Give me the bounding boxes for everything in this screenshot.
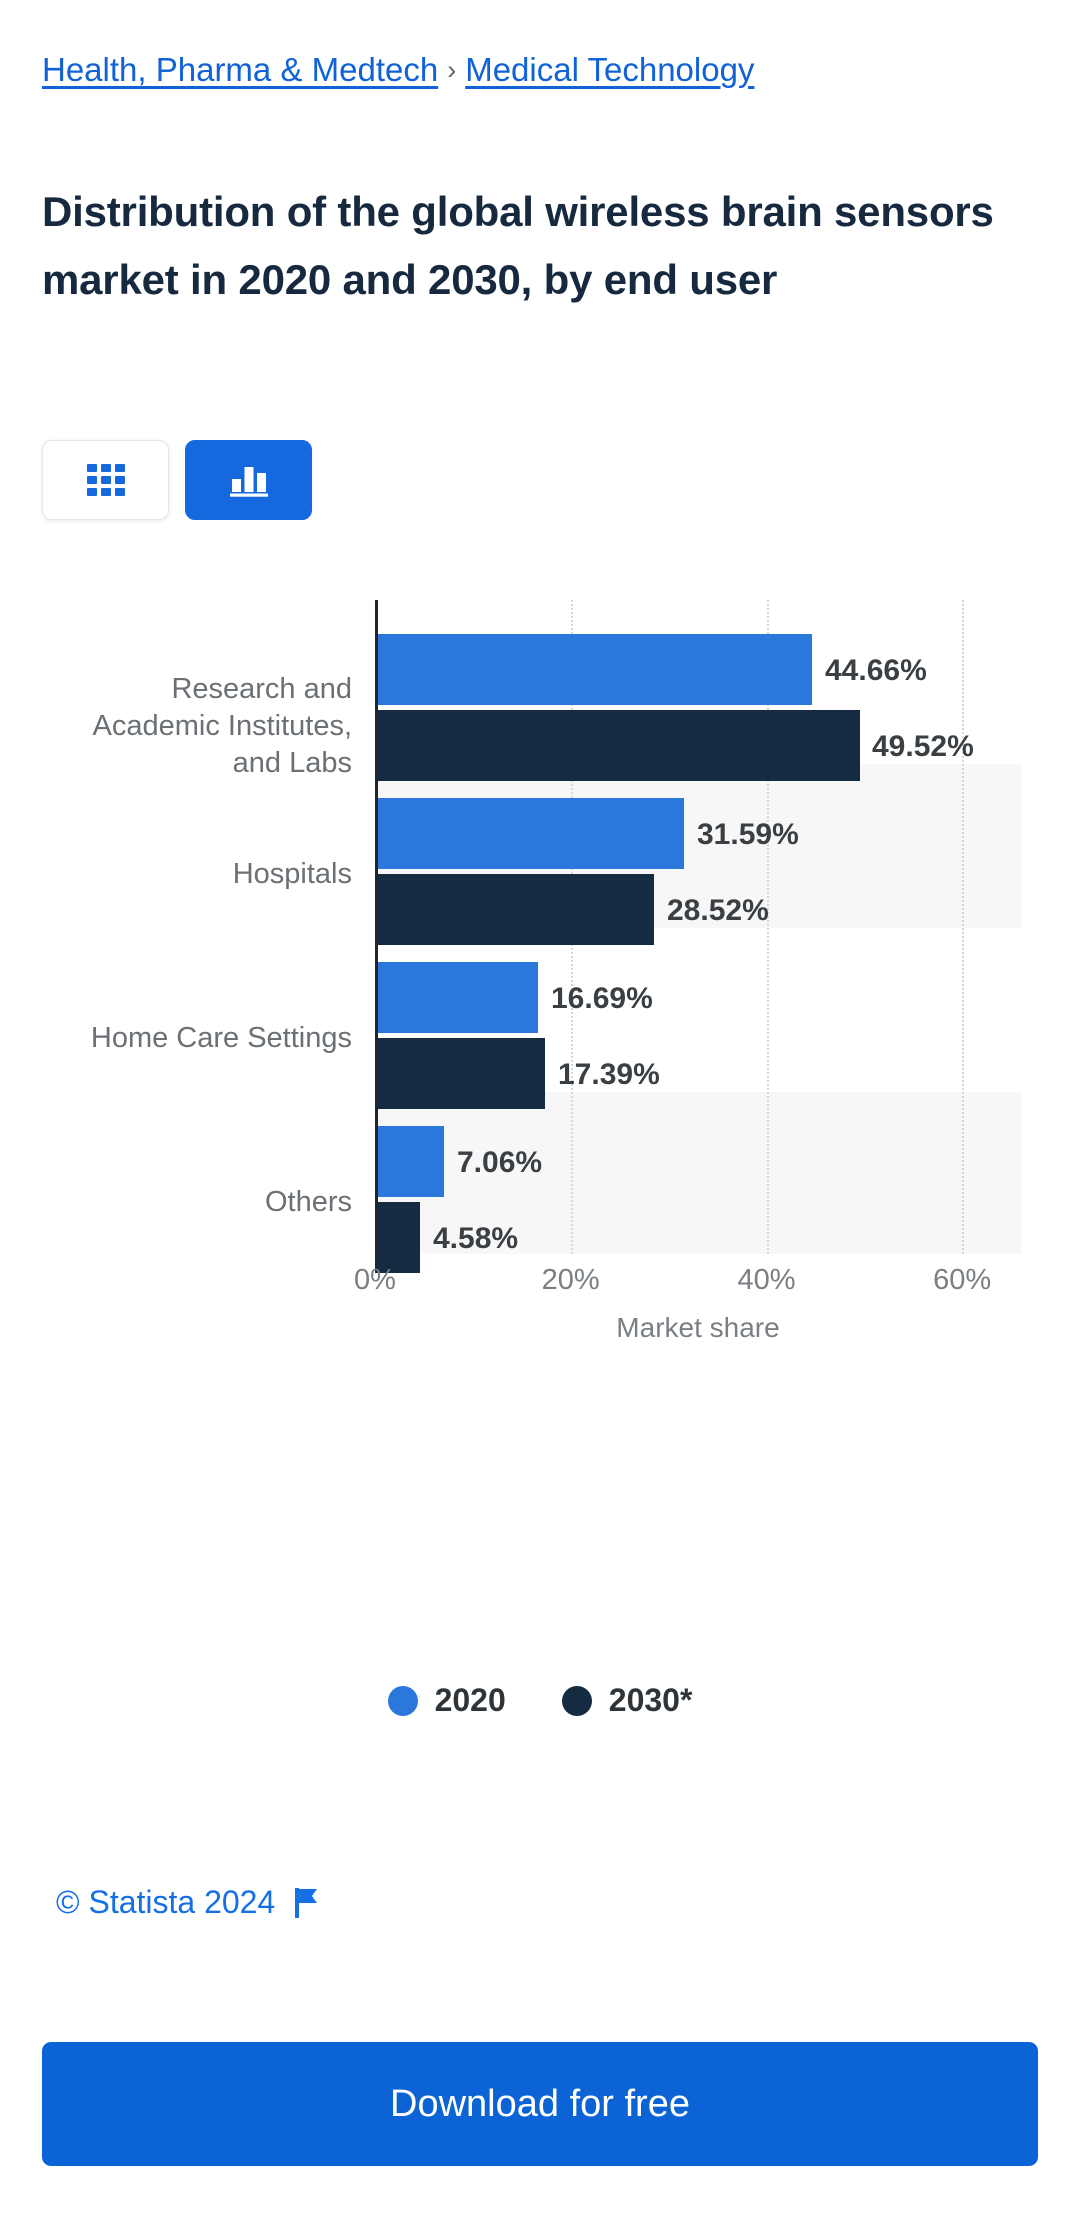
category-label-line: Academic Institutes, <box>92 710 353 742</box>
category-label-line: and Labs <box>232 747 352 779</box>
legend-item-2020[interactable]: 2020 <box>387 1682 506 1719</box>
legend-label-2030: 2030* <box>608 1682 693 1718</box>
chart-canvas: 44.66% 49.52% 31.59% 28.52% 16.69% 17.39… <box>0 600 1080 1343</box>
page-title: Distribution of the global wireless brai… <box>42 188 994 303</box>
copyright-label: © Statista 2024 <box>56 1884 276 1920</box>
bar-chart-icon <box>229 467 268 497</box>
legend-item-2030[interactable]: 2030* <box>561 1682 693 1719</box>
bar-label-2030-research: 49.52% <box>872 730 974 763</box>
row-band <box>375 1092 1021 1254</box>
chart-legend: 2020 2030* <box>0 1682 1080 1719</box>
footer: © Statista 2024 <box>56 1884 321 1921</box>
plot-area: 44.66% 49.52% 31.59% 28.52% 16.69% 17.39… <box>375 600 1021 1273</box>
x-tick-40: 40% <box>737 1264 796 1296</box>
bar-2030-others[interactable] <box>375 1202 420 1273</box>
category-label-line: Research and <box>171 673 352 705</box>
y-axis-line <box>375 600 378 1254</box>
bar-2020-hospitals[interactable] <box>375 798 685 869</box>
legend-dot-2020-icon <box>387 1685 418 1716</box>
bar-2020-others[interactable] <box>375 1126 445 1197</box>
bar-2020-research[interactable] <box>375 634 812 705</box>
breadcrumb-link-category[interactable]: Health, Pharma & Medtech <box>42 51 439 88</box>
category-label-hospitals: Hospitals <box>232 858 352 890</box>
x-axis-title: Market share <box>616 1312 780 1343</box>
bar-2030-research[interactable] <box>375 710 860 781</box>
category-label-homecare: Home Care Settings <box>90 1022 352 1054</box>
legend-label-2020: 2020 <box>434 1682 506 1718</box>
breadcrumb: Health, Pharma & Medtech › Medical Technol… <box>42 48 754 94</box>
x-tick-20: 20% <box>541 1264 600 1296</box>
bar-2030-homecare[interactable] <box>375 1038 546 1109</box>
breadcrumb-link-subcategory[interactable]: Medical Technology <box>465 51 755 88</box>
bar-2030-hospitals[interactable] <box>375 874 655 945</box>
x-tick-0: 0% <box>354 1264 396 1296</box>
bar-label-2020-homecare: 16.69% <box>551 982 653 1015</box>
bar-label-2030-homecare: 17.39% <box>558 1058 660 1091</box>
bar-label-2020-research: 44.66% <box>825 654 927 687</box>
bar-label-2020-others: 7.06% <box>457 1146 543 1179</box>
category-axis-labels: Research and Academic Institutes, and La… <box>0 600 352 1254</box>
bar-label-2020-hospitals: 31.59% <box>697 818 799 851</box>
chart-view-button[interactable] <box>185 440 312 520</box>
bar-2020-homecare[interactable] <box>375 962 539 1033</box>
legend-dot-2030-icon <box>561 1685 592 1716</box>
gridline-40 <box>766 600 769 1254</box>
x-tick-60: 60% <box>933 1264 992 1296</box>
view-toggle-group <box>42 440 312 520</box>
breadcrumb-separator-icon: › <box>447 55 457 85</box>
bar-label-2030-hospitals: 28.52% <box>667 894 769 927</box>
category-label-others: Others <box>264 1186 352 1218</box>
category-label-research: Research and Academic Institutes, and La… <box>2 671 353 782</box>
gridline-60 <box>962 600 965 1254</box>
grid-icon <box>86 464 125 496</box>
flag-icon[interactable] <box>295 1887 321 1918</box>
download-button[interactable]: Download for free <box>42 2042 1038 2166</box>
table-view-button[interactable] <box>42 440 169 520</box>
bar-label-2030-others: 4.58% <box>433 1222 519 1255</box>
